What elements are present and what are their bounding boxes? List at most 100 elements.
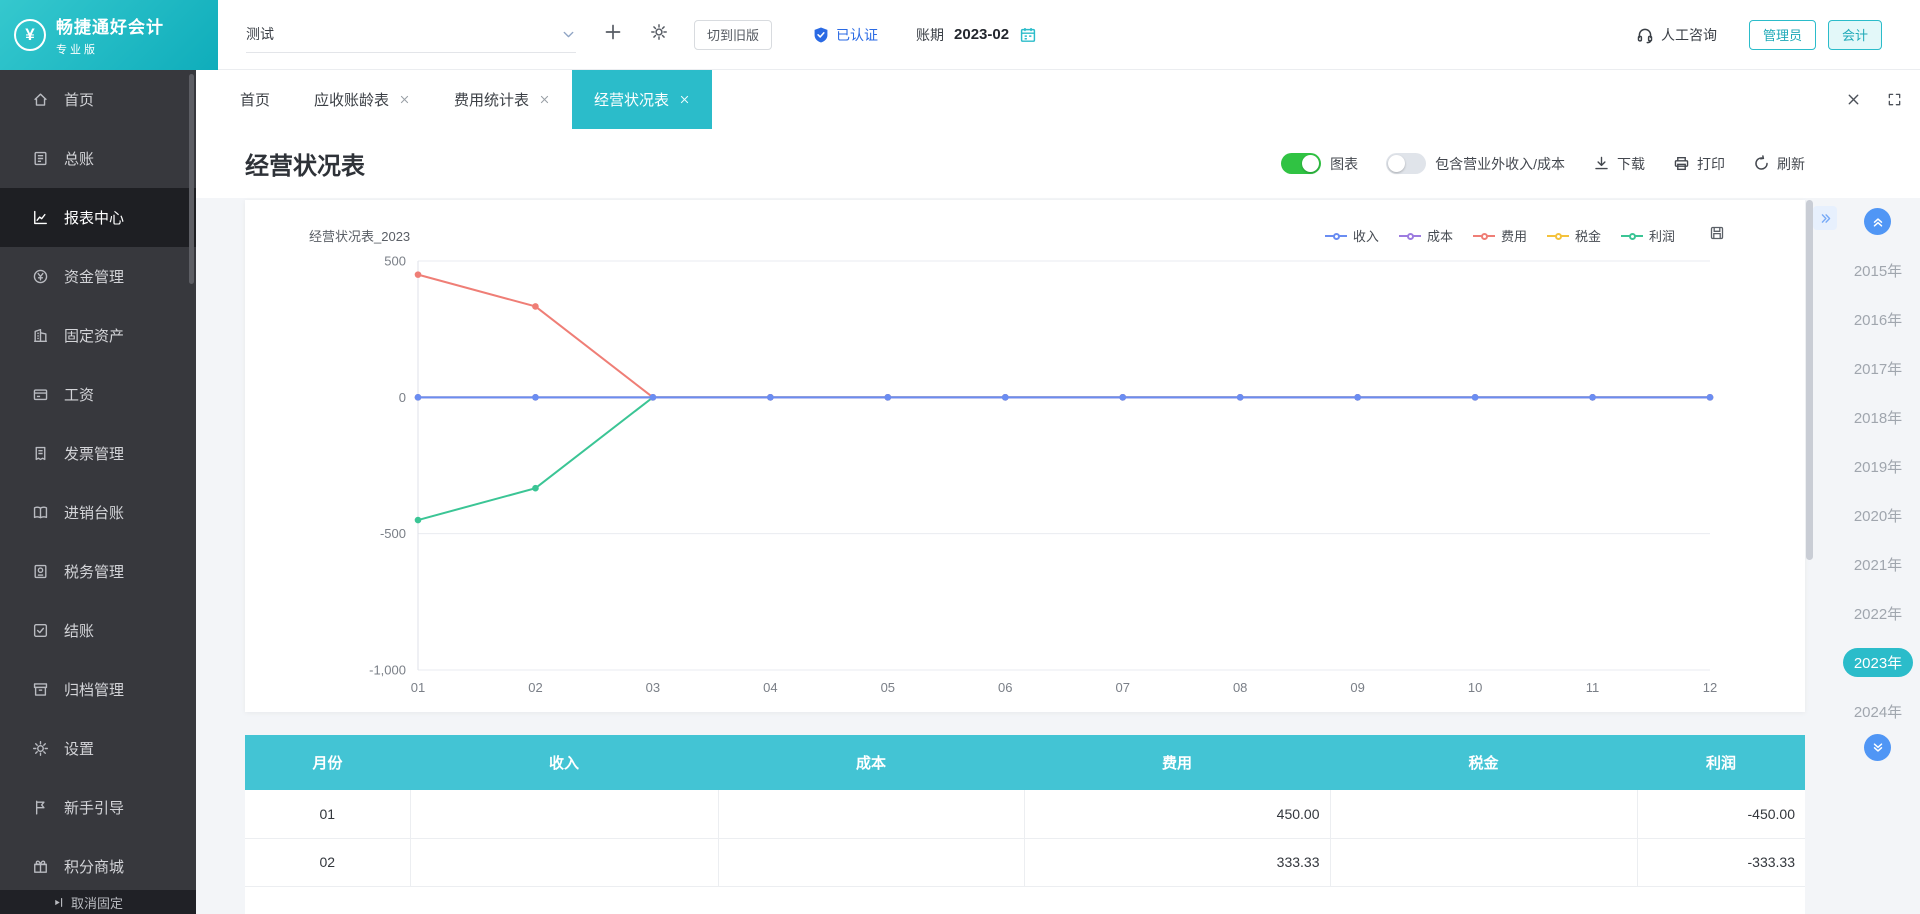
year-item-2024[interactable]: 2024年	[1853, 704, 1903, 721]
double-chevron-right-icon	[1819, 212, 1832, 225]
legend-item-income[interactable]: 收入	[1324, 226, 1379, 245]
sidebar-item-points-mall[interactable]: 积分商城	[0, 837, 196, 896]
close-icon[interactable]	[399, 94, 410, 105]
year-item-2018[interactable]: 2018年	[1853, 410, 1903, 427]
close-icon[interactable]	[679, 94, 690, 105]
tab-bar: 首页 应收账龄表 费用统计表 经营状况表	[196, 70, 1920, 129]
svg-text:0: 0	[399, 390, 406, 405]
svg-text:-500: -500	[380, 526, 406, 541]
year-item-2023[interactable]: 2023年	[1843, 648, 1913, 677]
sidebar-item-label: 固定资产	[64, 328, 125, 345]
table-header-row: 月份 收入 成本 费用 税金 利润	[245, 735, 1805, 790]
table-cell-profit: -450.00	[1637, 790, 1805, 839]
year-item-2017[interactable]: 2017年	[1853, 361, 1903, 378]
year-item-2019[interactable]: 2019年	[1853, 459, 1903, 476]
year-item-2022[interactable]: 2022年	[1853, 606, 1903, 623]
collapse-year-panel-button[interactable]	[1813, 206, 1837, 230]
data-point	[1119, 394, 1127, 401]
sidebar-item-beginner-guide[interactable]: 新手引导	[0, 778, 196, 837]
chevron-down-icon	[561, 27, 576, 42]
legend-item-profit[interactable]: 利润	[1620, 226, 1675, 245]
sidebar-item-general-ledger[interactable]: 总账	[0, 129, 196, 188]
sidebar-item-label: 结账	[64, 623, 95, 640]
archive-icon	[32, 681, 49, 698]
save-chart-image-button[interactable]	[1709, 225, 1725, 246]
fund-icon	[32, 268, 49, 285]
tab-receivable-aging[interactable]: 应收账龄表	[292, 70, 432, 129]
include-nonoperating-toggle-group: 包含营业外收入/成本	[1386, 153, 1565, 174]
add-account-button[interactable]	[604, 23, 622, 46]
refresh-button[interactable]: 刷新	[1753, 154, 1805, 174]
app-logo: ¥ 畅捷通好会计 专业版	[0, 0, 218, 70]
main-scrollbar[interactable]	[1806, 200, 1813, 560]
year-item-2021[interactable]: 2021年	[1853, 557, 1903, 574]
year-scroll-up-button[interactable]	[1864, 208, 1891, 235]
period-value[interactable]: 2023-02	[954, 26, 1010, 43]
table-cell-month: 01	[245, 790, 411, 839]
unpin-icon	[52, 896, 65, 909]
chart-toggle[interactable]	[1281, 153, 1322, 174]
year-item-2015[interactable]: 2015年	[1853, 263, 1903, 280]
data-point	[1354, 394, 1361, 401]
svg-text:500: 500	[384, 254, 406, 269]
admin-button[interactable]: 管理员	[1748, 19, 1816, 50]
tab-operating-status[interactable]: 经营状况表	[572, 70, 713, 129]
close-all-tabs-icon[interactable]	[1846, 92, 1861, 107]
close-icon[interactable]	[539, 94, 550, 105]
sidebar-item-home[interactable]: 首页	[0, 70, 196, 129]
legend-marker	[1546, 231, 1569, 241]
settings-button[interactable]	[650, 23, 668, 46]
table-header-cost: 成本	[718, 735, 1024, 790]
fullscreen-icon[interactable]	[1887, 92, 1902, 107]
legend-item-tax[interactable]: 税金	[1546, 226, 1601, 245]
sidebar-item-archive[interactable]: 归档管理	[0, 660, 196, 719]
switch-old-version-button[interactable]: 切到旧版	[694, 19, 773, 50]
sidebar-item-label: 税务管理	[64, 564, 125, 581]
year-item-2020[interactable]: 2020年	[1853, 508, 1903, 525]
table-cell-profit: -333.33	[1637, 838, 1805, 887]
sidebar-item-tax-management[interactable]: 税务管理	[0, 542, 196, 601]
tab-home[interactable]: 首页	[218, 70, 292, 129]
year-scroll-down-button[interactable]	[1864, 734, 1891, 761]
include-nonoperating-label: 包含营业外收入/成本	[1435, 155, 1565, 172]
download-button[interactable]: 下载	[1593, 154, 1645, 174]
svg-text:09: 09	[1350, 680, 1364, 695]
sidebar-item-settings[interactable]: 设置	[0, 719, 196, 778]
period-label: 账期	[916, 26, 945, 43]
legend-label: 税金	[1574, 229, 1601, 244]
sidebar-item-payroll[interactable]: 工资	[0, 365, 196, 424]
sidebar-item-inout-ledger[interactable]: 进销台账	[0, 483, 196, 542]
line-chart[interactable]: 500 0 -500 -1,000 01 02 03 04 05 06 07 08 09 10 11 12	[245, 254, 1805, 713]
table-header-expense: 费用	[1024, 735, 1330, 790]
svg-text:-1,000: -1,000	[369, 663, 406, 678]
legend-label: 收入	[1352, 229, 1379, 244]
calendar-icon[interactable]	[1019, 26, 1037, 44]
refresh-label: 刷新	[1777, 155, 1805, 172]
unpin-sidebar-button[interactable]: 取消固定	[0, 890, 196, 914]
include-nonoperating-toggle[interactable]	[1386, 153, 1427, 174]
legend-item-expense[interactable]: 费用	[1472, 226, 1527, 245]
legend-item-cost[interactable]: 成本	[1398, 226, 1453, 245]
logo-coin-icon: ¥	[14, 18, 46, 51]
company-select[interactable]: 测试	[246, 17, 576, 53]
sidebar-item-invoice-management[interactable]: 发票管理	[0, 424, 196, 483]
sidebar-item-report-center[interactable]: 报表中心	[0, 188, 196, 247]
table-header-profit: 利润	[1637, 735, 1805, 790]
sidebar-item-label: 新手引导	[64, 800, 125, 817]
sidebar-item-fund-management[interactable]: 资金管理	[0, 247, 196, 306]
print-button[interactable]: 打印	[1673, 154, 1725, 174]
certified-badge[interactable]: 已认证	[812, 25, 878, 45]
unpin-label: 取消固定	[71, 895, 124, 911]
support-button[interactable]: 人工咨询	[1636, 25, 1717, 45]
svg-text:08: 08	[1233, 680, 1247, 695]
sidebar-item-fixed-assets[interactable]: 固定资产	[0, 306, 196, 365]
tab-expense-statistics[interactable]: 费用统计表	[432, 70, 572, 129]
svg-text:04: 04	[763, 680, 777, 695]
year-item-2016[interactable]: 2016年	[1853, 312, 1903, 329]
double-chevron-up-icon	[1871, 215, 1885, 229]
sidebar-item-closing[interactable]: 结账	[0, 601, 196, 660]
role-button[interactable]: 会计	[1827, 19, 1882, 50]
report-table-card: 月份 收入 成本 费用 税金 利润 01 450.00 -450.00	[245, 735, 1805, 914]
sidebar-scrollbar[interactable]	[189, 74, 194, 284]
page-toolbar: 经营状况表 图表 包含营业外收入/成本 下载 打印 刷新	[196, 129, 1920, 198]
